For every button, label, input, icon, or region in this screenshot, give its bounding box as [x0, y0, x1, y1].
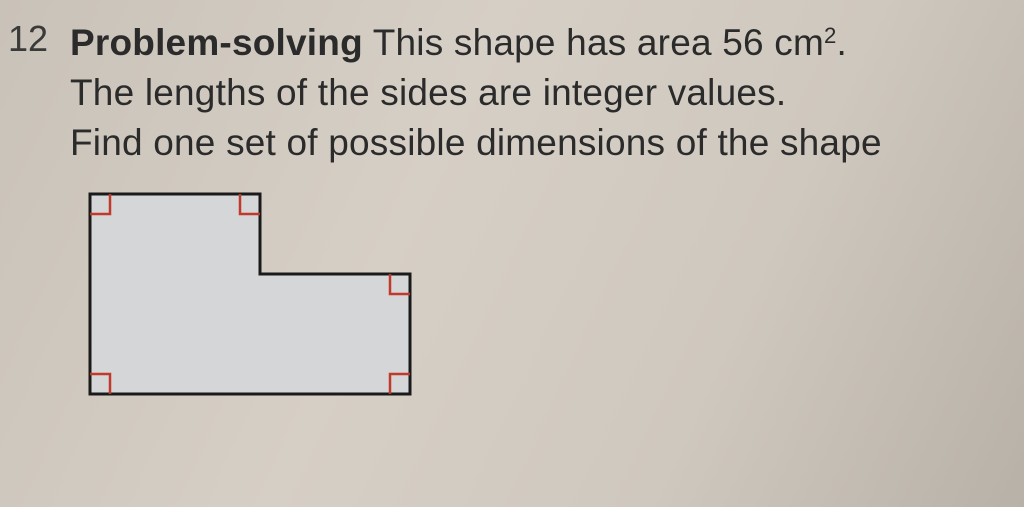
shape-outline — [90, 194, 410, 394]
problem-text: Problem-solving This shape has area 56 c… — [70, 18, 1024, 168]
line1-rest: This shape has area 56 cm — [363, 22, 824, 63]
l-shape-diagram — [80, 184, 420, 404]
problem-label: Problem-solving — [70, 22, 363, 63]
problem-number: 12 — [8, 18, 48, 60]
page: 12 Problem-solving This shape has area 5… — [0, 0, 1024, 404]
text-line-1: Problem-solving This shape has area 56 c… — [70, 18, 1024, 68]
exponent: 2 — [824, 23, 837, 48]
line1-period: . — [837, 22, 847, 63]
text-line-3: Find one set of possible dimensions of t… — [70, 118, 1024, 168]
shape-figure — [80, 184, 1024, 404]
text-line-2: The lengths of the sides are integer val… — [70, 68, 1024, 118]
